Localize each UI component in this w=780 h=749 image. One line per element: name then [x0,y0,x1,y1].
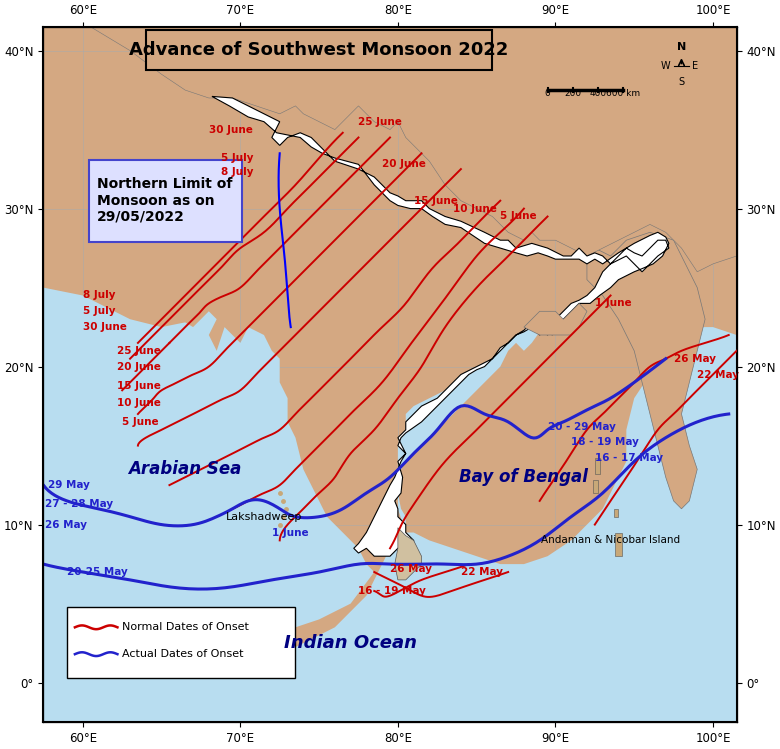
Polygon shape [395,528,421,580]
Text: 20-25 May: 20-25 May [67,567,128,577]
Text: Advance of Southwest Monsoon 2022: Advance of Southwest Monsoon 2022 [129,40,509,59]
Text: 27 - 28 May: 27 - 28 May [45,499,113,509]
Text: Arabian Sea: Arabian Sea [129,461,242,479]
Text: 22 May: 22 May [461,567,503,577]
Text: E: E [693,61,699,71]
Text: N: N [677,42,686,52]
Text: 1 June: 1 June [272,527,308,538]
Text: 18 - 19 May: 18 - 19 May [571,437,639,447]
Text: Actual Dates of Onset: Actual Dates of Onset [122,649,243,659]
Text: 0: 0 [544,89,551,98]
Polygon shape [615,533,622,557]
Text: 29 May: 29 May [48,480,90,490]
Text: 8 July: 8 July [222,167,254,178]
Text: 10 June: 10 June [118,398,161,408]
Text: 26 May: 26 May [674,354,715,364]
Text: 16 - 19 May: 16 - 19 May [359,586,427,596]
Text: 5 July: 5 July [222,153,254,163]
Text: 22 May: 22 May [697,369,739,380]
Text: W: W [661,61,671,71]
Text: 20 June: 20 June [382,160,426,169]
Text: 5 July: 5 July [83,306,115,316]
Text: 26 May: 26 May [390,564,432,574]
FancyBboxPatch shape [67,607,296,678]
Text: 25 June: 25 June [359,117,402,127]
Text: 600 km: 600 km [606,89,640,98]
Text: 10 June: 10 June [453,204,497,213]
Text: Indian Ocean: Indian Ocean [284,634,417,652]
Text: 5 June: 5 June [122,417,159,427]
Polygon shape [44,327,736,722]
Text: 16 - 17 May: 16 - 17 May [595,453,663,463]
Text: 400: 400 [590,89,607,98]
Text: 8 July: 8 July [83,291,115,300]
Polygon shape [594,480,598,493]
Text: 15 June: 15 June [118,380,161,390]
Text: 20 June: 20 June [118,362,161,372]
Text: 5 June: 5 June [500,211,537,222]
Text: 30 June: 30 June [83,322,126,332]
Polygon shape [524,303,587,335]
Text: 25 June: 25 June [118,346,161,356]
Polygon shape [614,509,619,517]
Text: 30 June: 30 June [209,124,253,135]
Text: Normal Dates of Onset: Normal Dates of Onset [122,622,249,632]
FancyBboxPatch shape [89,160,242,242]
Polygon shape [595,458,600,474]
Text: Northern Limit of
Monsoon as on
29/05/2022: Northern Limit of Monsoon as on 29/05/20… [97,178,232,224]
Text: Andaman & Nicobar Island: Andaman & Nicobar Island [541,536,680,545]
Polygon shape [44,288,374,722]
Text: 20 - 29 May: 20 - 29 May [548,422,615,431]
Polygon shape [44,27,736,722]
FancyBboxPatch shape [146,30,492,70]
Text: 200: 200 [564,89,581,98]
Text: 15 June: 15 June [413,195,458,206]
Text: S: S [679,77,685,88]
Text: Bay of Bengal: Bay of Bengal [459,468,588,486]
Polygon shape [212,97,669,557]
Text: 26 May: 26 May [45,520,87,530]
Text: Lakshadweep: Lakshadweep [225,512,302,522]
Polygon shape [587,232,705,509]
Text: 1 June: 1 June [595,298,632,309]
Polygon shape [90,27,736,272]
